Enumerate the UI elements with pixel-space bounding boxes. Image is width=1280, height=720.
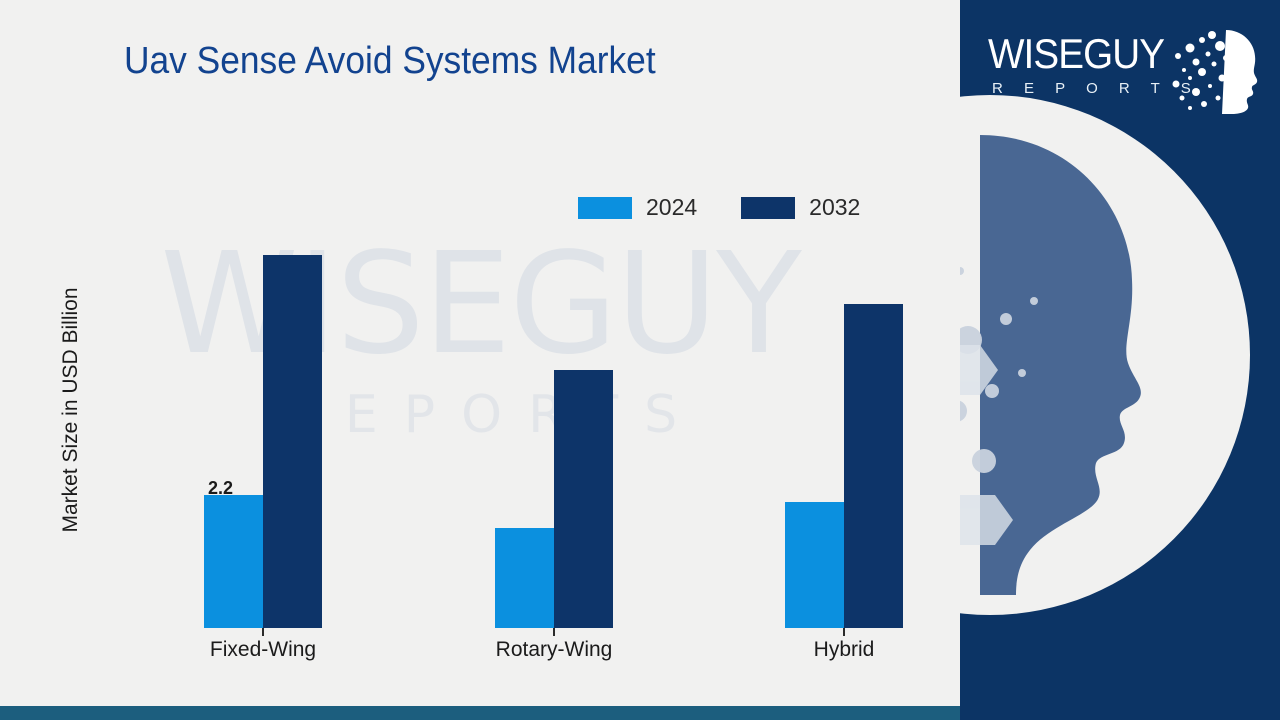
bar-fixed-wing-2032[interactable]	[263, 255, 322, 628]
brand-panel: WISEGUY R E P O R T S	[960, 0, 1280, 720]
bar-fixed-wing-2024[interactable]	[204, 495, 263, 628]
category-label-rotary-wing: Rotary-Wing	[495, 638, 613, 661]
plot-area: 2.2 Fixed-Wing Rotary-Wing Hybrid	[204, 255, 903, 661]
legend-item-2024[interactable]: 2024	[578, 194, 697, 221]
legend-item-2032[interactable]: 2032	[741, 194, 860, 221]
bar-rotary-wing-2032[interactable]	[554, 370, 613, 628]
axis-tick-rotary-wing	[553, 628, 555, 636]
legend-label-2032: 2032	[809, 194, 861, 220]
brand-logo: WISEGUY R E P O R T S	[978, 28, 1262, 116]
footer-strip	[0, 706, 960, 720]
logo-dotted-head-icon	[1172, 30, 1258, 114]
legend-swatch-2024	[578, 196, 632, 219]
axis-tick-fixed-wing	[262, 628, 264, 636]
category-label-fixed-wing: Fixed-Wing	[209, 638, 317, 661]
bar-rotary-wing-2024[interactable]	[495, 528, 554, 628]
bar-hybrid-2032[interactable]	[844, 304, 903, 628]
chart-panel: WISEGUY REPORTS Uav Sense Avoid Systems …	[0, 40, 960, 720]
bar-value-label-fixed-wing-2024: 2.2	[208, 478, 234, 498]
bar-hybrid-2024[interactable]	[785, 502, 844, 628]
legend-label-2024: 2024	[646, 194, 698, 220]
chart-legend: 2024 2032	[578, 194, 860, 221]
brand-logo-wordmark: WISEGUY	[988, 30, 1165, 77]
axis-tick-hybrid	[843, 628, 845, 636]
brand-logo-subtext: R E P O R T S	[992, 80, 1200, 97]
chart-title: Uav Sense Avoid Systems Market	[124, 40, 656, 82]
legend-swatch-2032	[741, 196, 796, 219]
dotted-head-graphic	[960, 95, 1250, 615]
category-label-hybrid: Hybrid	[813, 638, 875, 661]
